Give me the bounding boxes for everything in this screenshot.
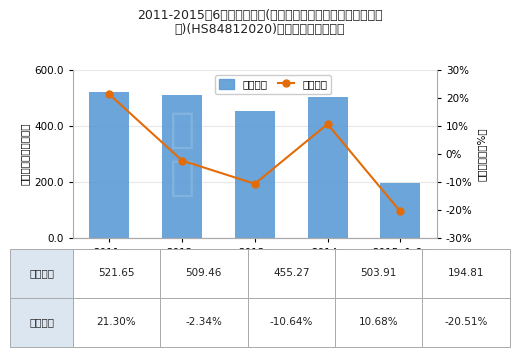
Y-axis label: 同比增长率（%）: 同比增长率（%） — [477, 127, 487, 181]
Text: 21.30%: 21.30% — [97, 317, 136, 327]
Text: 521.65: 521.65 — [98, 268, 135, 278]
Bar — [162, 95, 202, 238]
Bar — [380, 183, 420, 238]
Text: 10.68%: 10.68% — [359, 317, 398, 327]
Text: 455.27: 455.27 — [273, 268, 309, 278]
Text: 同比增长: 同比增长 — [29, 317, 54, 327]
Legend: 进口金额, 同比增长: 进口金额, 同比增长 — [215, 75, 331, 94]
Text: 509.46: 509.46 — [186, 268, 222, 278]
Bar — [307, 97, 347, 238]
Text: 进口金额: 进口金额 — [29, 268, 54, 278]
Text: -10.64%: -10.64% — [269, 317, 313, 327]
Bar — [235, 111, 275, 238]
Text: -2.34%: -2.34% — [186, 317, 222, 327]
Bar — [89, 92, 129, 238]
Text: 的)(HS84812020)进口总额及增速统计: 的)(HS84812020)进口总额及增速统计 — [175, 23, 345, 36]
Y-axis label: 进口金额（百万美元）: 进口金额（百万美元） — [20, 123, 30, 185]
Text: 2011-2015年6月气压传动阀(用于管道、锅炉、罐、桶或类似品: 2011-2015年6月气压传动阀(用于管道、锅炉、罐、桶或类似品 — [137, 9, 383, 22]
Text: 503.91: 503.91 — [360, 268, 397, 278]
Text: -20.51%: -20.51% — [444, 317, 488, 327]
Text: 194.81: 194.81 — [448, 268, 484, 278]
Text: 数
据: 数 据 — [170, 109, 194, 199]
